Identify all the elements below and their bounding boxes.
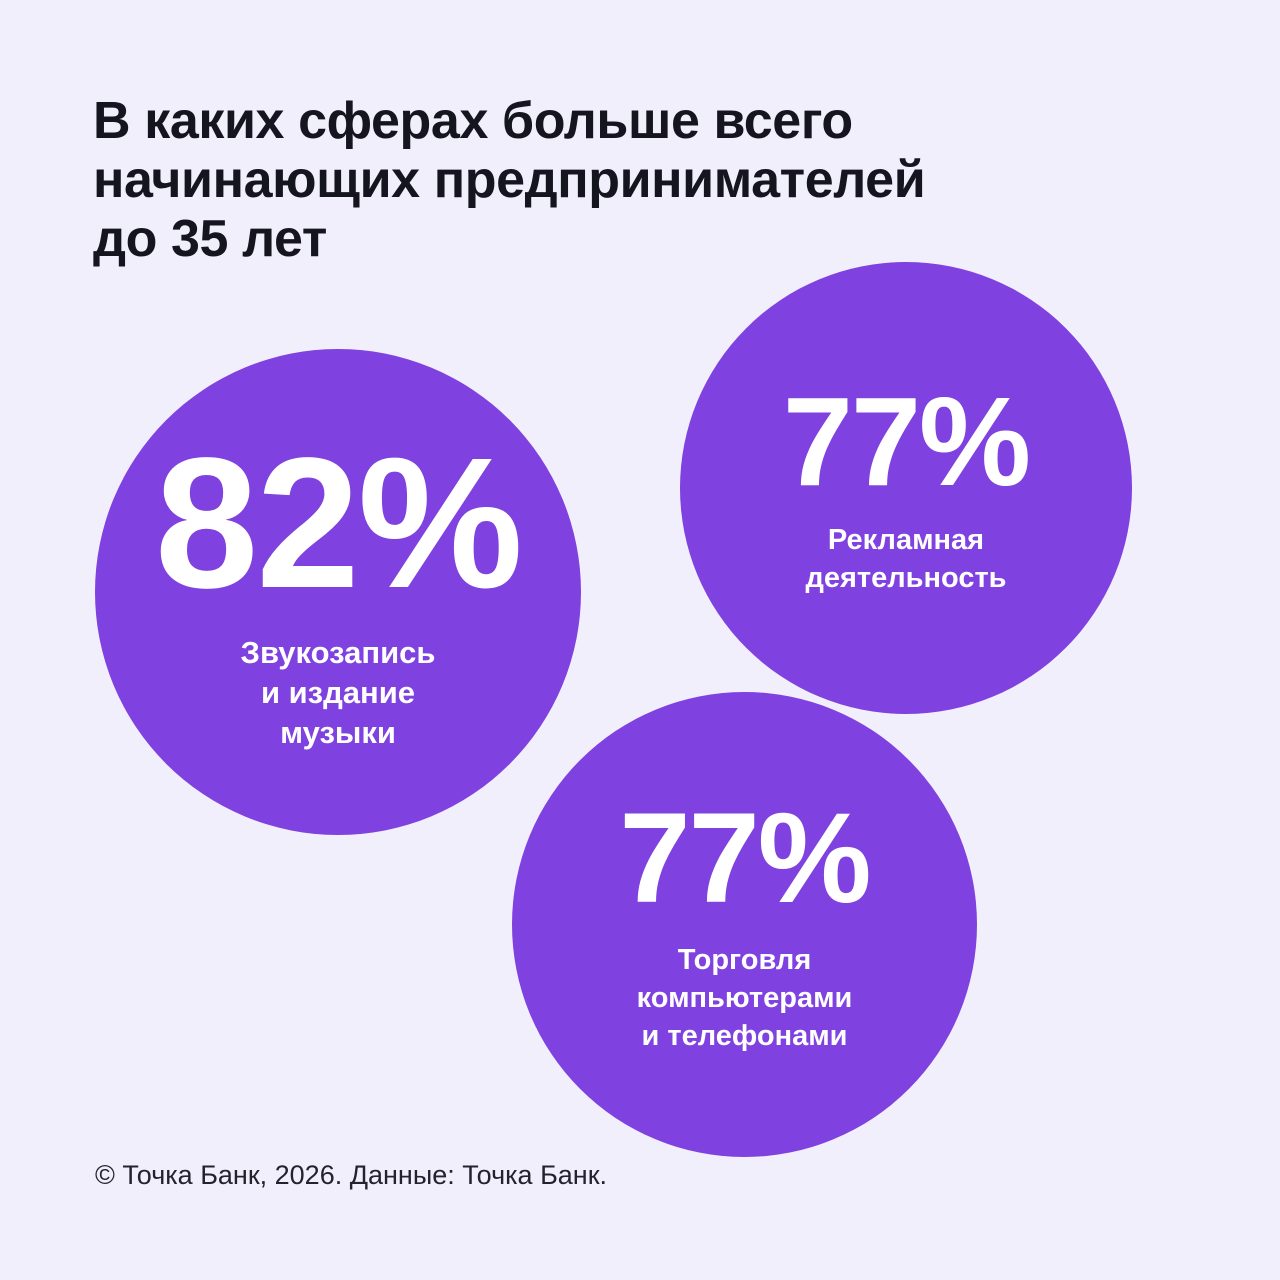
stat-bubble-advertising: 77% Рекламная деятельность [680,262,1132,714]
page-title-line-1: В каких сферах больше всего [93,92,853,150]
stat-label-line-2: компьютерами [636,981,853,1014]
stat-value-sound-recording: 82% [154,420,523,627]
stat-label-advertising: Рекламная деятельность [741,521,1071,597]
stat-label-line-2: и издание [260,675,416,710]
stat-label-line-1: Звукозапись [240,635,436,670]
stat-bubble-sound-recording: 82% Звукозапись и издание музыки [95,349,581,835]
page-title-line-2: начинающих предпринимателей [93,151,926,209]
stat-value-advertising: 77% [782,371,1031,512]
stat-label-line-2: деятельность [805,562,1007,594]
stat-label-line-1: Рекламная [827,524,985,556]
stat-bubble-computer-phone-trade: 77% Торговля компьютерами и телефонами [512,692,977,1157]
stat-label-sound-recording: Звукозапись и издание музыки [188,633,488,753]
stat-label-line-1: Торговля [677,943,812,976]
stat-label-line-3: музыки [280,715,396,750]
page-title: В каких сферах больше всего начинающих п… [93,92,1053,269]
stat-value-computer-phone-trade: 77% [619,786,871,930]
stat-label-line-3: и телефонами [641,1019,848,1052]
page-title-line-3: до 35 лет [93,210,327,268]
stat-label-computer-phone-trade: Торговля компьютерами и телефонами [570,941,920,1055]
copyright-note: © Точка Банк, 2026. Данные: Точка Банк. [95,1160,608,1190]
